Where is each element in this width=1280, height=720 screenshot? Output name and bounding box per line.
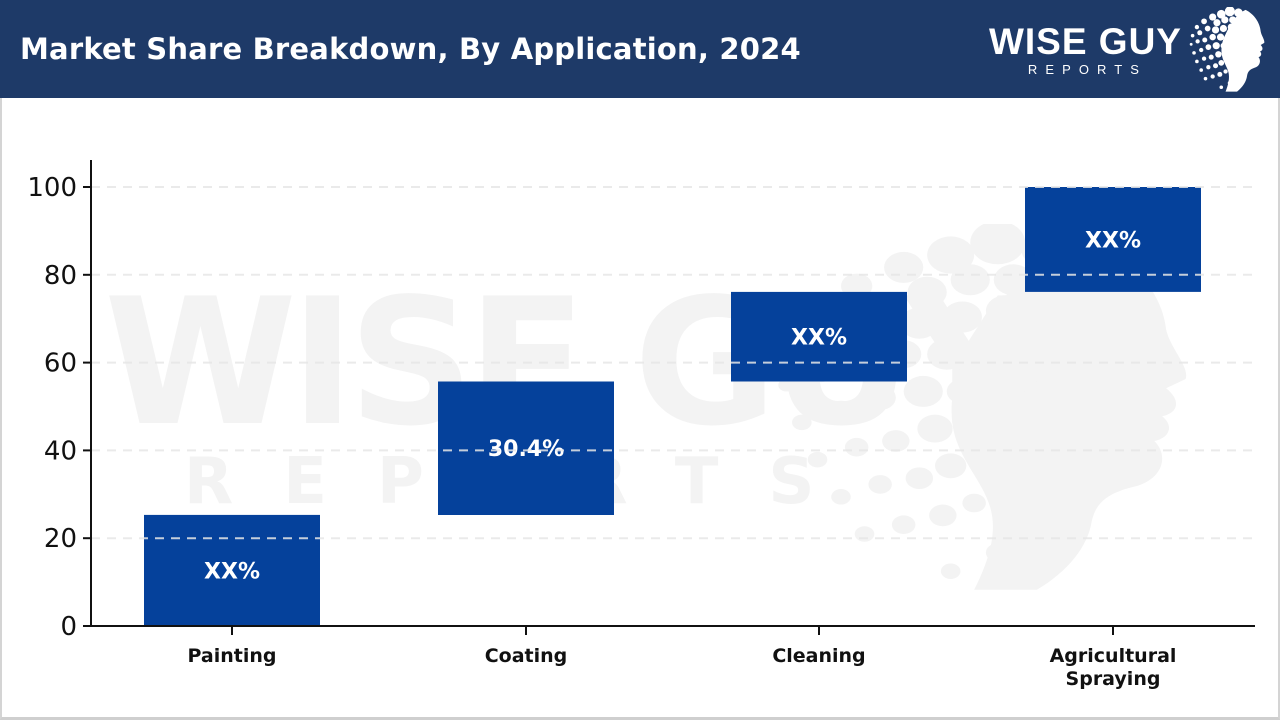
y-tick-label: 80 [44, 261, 77, 291]
logo-wordmark-line2: REPORTS [1027, 62, 1147, 78]
wise-guy-logo: WISE GUY REPORTS [989, 4, 1270, 96]
page-title: Market Share Breakdown, By Application, … [20, 32, 801, 66]
y-tick-label: 40 [44, 436, 77, 466]
chart-canvas: WISE GUY REPORTS XX%30.4%XX%XX%020406080… [0, 98, 1280, 720]
y-tick-label: 60 [44, 349, 77, 379]
x-category-label: Agricultural [1050, 645, 1177, 667]
bar-segment [438, 381, 614, 515]
bar-value-label: XX% [1085, 229, 1141, 254]
x-category-label: Spraying [1066, 668, 1161, 690]
y-tick-label: 20 [44, 524, 77, 554]
y-tick-label: 0 [60, 612, 77, 642]
logo-wordmark-line1: WISE GUY [988, 20, 1182, 62]
logo-wordmark: WISE GUY REPORTS [988, 20, 1182, 78]
x-category-label: Cleaning [772, 645, 865, 667]
bar-segment [144, 514, 320, 626]
x-category-label: Painting [188, 645, 277, 667]
x-category-label: Coating [485, 645, 568, 667]
bar-segment [731, 291, 907, 382]
bar-value-label: XX% [204, 560, 260, 585]
bar-value-label: XX% [791, 326, 847, 351]
dotted-face-logo-icon [1189, 7, 1265, 92]
y-tick-label: 100 [27, 173, 77, 203]
header: Market Share Breakdown, By Application, … [0, 0, 1280, 98]
